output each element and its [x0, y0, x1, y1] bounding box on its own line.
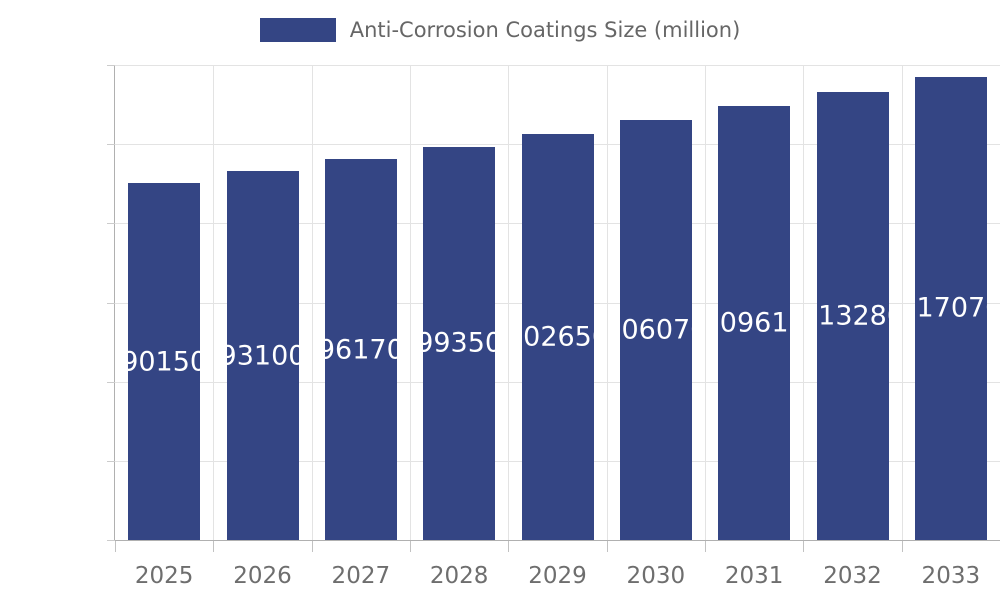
x-axis-tick-label: 2027 [331, 563, 391, 589]
x-axis-tick-label: 2030 [626, 563, 686, 589]
bar-value-label: 113280 [817, 300, 889, 332]
x-axis-line [115, 540, 1000, 541]
x-axis-tick-mark [508, 541, 510, 552]
bar[interactable]: 96170 [324, 159, 397, 540]
bar[interactable]: 106070 [619, 120, 692, 540]
bar[interactable]: 90150 [128, 183, 201, 540]
x-axis-tick-label: 2028 [429, 563, 489, 589]
legend-color-swatch [259, 18, 336, 42]
plot-area: 020000400006000080000100000120000 202520… [107, 65, 1000, 588]
gridline-vertical [311, 65, 313, 540]
bar[interactable]: 109610 [718, 106, 791, 540]
bar-value-label: 106070 [620, 314, 692, 346]
x-axis-tick-label: 2033 [921, 563, 981, 589]
bar[interactable]: 93100 [226, 171, 299, 540]
gridline-vertical [606, 65, 608, 540]
y-axis-tick-mark [107, 381, 115, 383]
x-axis-tick-mark [901, 541, 903, 552]
bar-value-label: 109610 [718, 307, 790, 339]
bar[interactable]: 102650 [521, 133, 594, 540]
gridline-horizontal [115, 65, 1000, 66]
bar-value-label: 96170 [324, 334, 397, 366]
gridline-vertical [705, 65, 706, 540]
bar[interactable]: 113280 [816, 91, 889, 540]
y-axis-tick-mark [107, 144, 115, 146]
bar[interactable]: 99350 [423, 146, 496, 540]
bar-value-label: 93100 [226, 340, 299, 372]
x-axis-tick-label: 2029 [528, 563, 587, 589]
x-axis-tick-mark [115, 541, 116, 552]
x-axis-tick-mark [705, 541, 706, 552]
x-axis-tick-mark [606, 541, 608, 552]
x-axis-tick-label: 2026 [233, 563, 292, 589]
gridline-vertical [901, 65, 903, 540]
bar[interactable]: 117070 [914, 76, 987, 540]
bar-value-label: 90150 [128, 346, 201, 378]
x-axis-tick-mark [410, 541, 411, 552]
bar-value-label: 99350 [423, 327, 496, 359]
gridline-vertical [410, 65, 411, 540]
y-axis-tick-mark [107, 65, 115, 66]
bar-value-label: 117070 [915, 292, 987, 324]
x-axis-tick-mark [311, 541, 313, 552]
y-axis-tick-mark [107, 223, 115, 225]
x-axis-tick-mark [803, 541, 805, 552]
x-axis-tick-label: 2031 [724, 563, 784, 589]
x-axis-tick-label: 2032 [823, 563, 882, 589]
gridline-vertical [803, 65, 805, 540]
y-axis-tick-mark [107, 540, 115, 541]
y-axis-tick-mark [107, 302, 115, 304]
x-axis-tick-mark [213, 541, 215, 552]
chart-legend: Anti-Corrosion Coatings Size (million) [0, 10, 1000, 50]
y-axis-tick-mark [107, 460, 115, 462]
gridline-vertical [508, 65, 510, 540]
legend-item-anti-corrosion-coatings-size[interactable]: Anti-Corrosion Coatings Size (million) [259, 17, 741, 42]
gridline-vertical [213, 65, 215, 540]
x-axis-tick-label: 2025 [134, 563, 194, 589]
legend-label: Anti-Corrosion Coatings Size (million) [349, 17, 741, 42]
bar-value-label: 102650 [522, 321, 594, 353]
